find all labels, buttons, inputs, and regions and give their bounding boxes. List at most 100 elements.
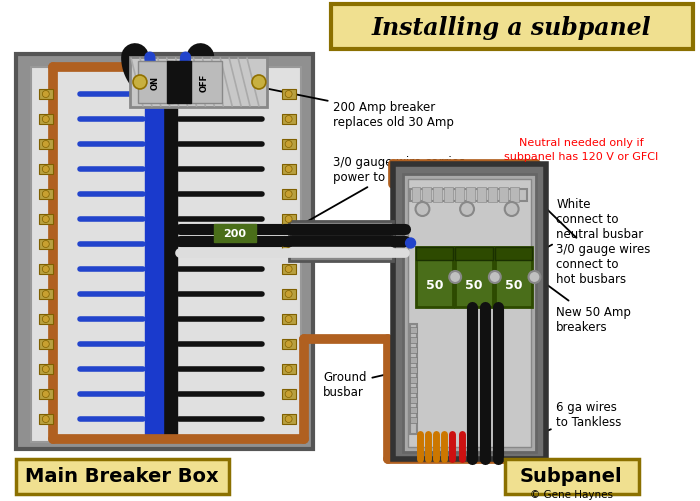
Circle shape: [42, 291, 49, 298]
Text: 3/0 gauge wires
connect to
hot busbars: 3/0 gauge wires connect to hot busbars: [540, 203, 650, 286]
Bar: [505, 459, 638, 494]
Bar: [433, 188, 442, 202]
Circle shape: [42, 191, 49, 198]
Bar: [416, 247, 453, 261]
Circle shape: [285, 166, 292, 173]
Circle shape: [285, 141, 292, 148]
Bar: [410, 324, 417, 434]
Bar: [281, 339, 295, 349]
Bar: [281, 140, 295, 150]
Bar: [412, 188, 421, 202]
Circle shape: [285, 191, 292, 198]
Bar: [410, 397, 417, 403]
Bar: [145, 75, 163, 434]
Bar: [38, 314, 52, 324]
Circle shape: [42, 366, 49, 373]
Circle shape: [133, 76, 147, 90]
Bar: [477, 188, 486, 202]
Bar: [38, 265, 52, 275]
Circle shape: [285, 316, 292, 323]
Circle shape: [449, 272, 461, 284]
Text: © Gene Haynes: © Gene Haynes: [530, 489, 612, 499]
Bar: [38, 214, 52, 224]
Bar: [38, 239, 52, 249]
Circle shape: [285, 266, 292, 273]
Bar: [410, 377, 417, 383]
Bar: [167, 62, 192, 104]
Text: 6 ga wires
to Tankless: 6 ga wires to Tankless: [506, 400, 622, 448]
Circle shape: [285, 416, 292, 423]
Bar: [281, 239, 295, 249]
Text: 3/0 gauge wire carries
power to subpanel: 3/0 gauge wire carries power to subpanel: [293, 156, 466, 230]
Bar: [38, 90, 52, 100]
Text: Subpanel: Subpanel: [520, 466, 622, 485]
Bar: [331, 5, 693, 50]
Text: Installing a subpanel: Installing a subpanel: [372, 16, 652, 40]
Bar: [38, 414, 52, 424]
Circle shape: [460, 202, 474, 216]
Bar: [281, 189, 295, 199]
Circle shape: [285, 291, 292, 298]
Text: Main Breaker Box: Main Breaker Box: [25, 466, 219, 485]
Bar: [214, 224, 256, 242]
Bar: [281, 314, 295, 324]
Bar: [281, 165, 295, 175]
Circle shape: [285, 91, 292, 98]
Bar: [410, 407, 417, 413]
Bar: [416, 247, 453, 308]
Bar: [16, 55, 314, 449]
Bar: [410, 387, 417, 393]
Text: 200 Amp breaker
replaces old 30 Amp: 200 Amp breaker replaces old 30 Amp: [239, 82, 454, 129]
Circle shape: [416, 202, 429, 216]
Bar: [510, 188, 519, 202]
Bar: [281, 265, 295, 275]
Text: Neutral needed only if
subpanel has 120 V or GFCI: Neutral needed only if subpanel has 120 …: [504, 138, 658, 162]
Bar: [488, 188, 497, 202]
Bar: [455, 188, 464, 202]
Text: OFF: OFF: [200, 74, 209, 92]
Bar: [423, 188, 431, 202]
Bar: [499, 188, 508, 202]
Bar: [38, 364, 52, 374]
Bar: [281, 414, 295, 424]
Text: 200: 200: [223, 228, 246, 238]
Bar: [16, 459, 229, 494]
Bar: [38, 165, 52, 175]
Bar: [495, 247, 533, 308]
Text: 50: 50: [466, 279, 483, 292]
Circle shape: [285, 241, 292, 248]
Circle shape: [528, 272, 540, 284]
Bar: [163, 75, 176, 434]
Bar: [288, 221, 393, 262]
Circle shape: [285, 341, 292, 348]
Bar: [138, 62, 173, 104]
Bar: [38, 140, 52, 150]
Bar: [402, 175, 536, 452]
Text: New 50 Amp
breakers: New 50 Amp breakers: [540, 280, 631, 333]
Bar: [407, 180, 531, 447]
Bar: [410, 367, 417, 373]
Bar: [444, 188, 453, 202]
Bar: [393, 165, 547, 459]
Bar: [495, 247, 533, 261]
Bar: [410, 417, 417, 423]
Circle shape: [42, 416, 49, 423]
Circle shape: [285, 216, 292, 223]
Circle shape: [285, 116, 292, 123]
Circle shape: [489, 272, 500, 284]
Bar: [410, 337, 417, 343]
Bar: [410, 189, 526, 201]
Bar: [38, 290, 52, 300]
Bar: [281, 364, 295, 374]
Circle shape: [285, 391, 292, 398]
Circle shape: [252, 76, 266, 90]
Circle shape: [42, 316, 49, 323]
Text: Ground
busbar: Ground busbar: [323, 369, 405, 398]
Circle shape: [42, 216, 49, 223]
Bar: [281, 389, 295, 399]
Bar: [410, 327, 417, 333]
Circle shape: [42, 166, 49, 173]
Bar: [188, 62, 222, 104]
Bar: [130, 58, 267, 108]
Bar: [281, 290, 295, 300]
